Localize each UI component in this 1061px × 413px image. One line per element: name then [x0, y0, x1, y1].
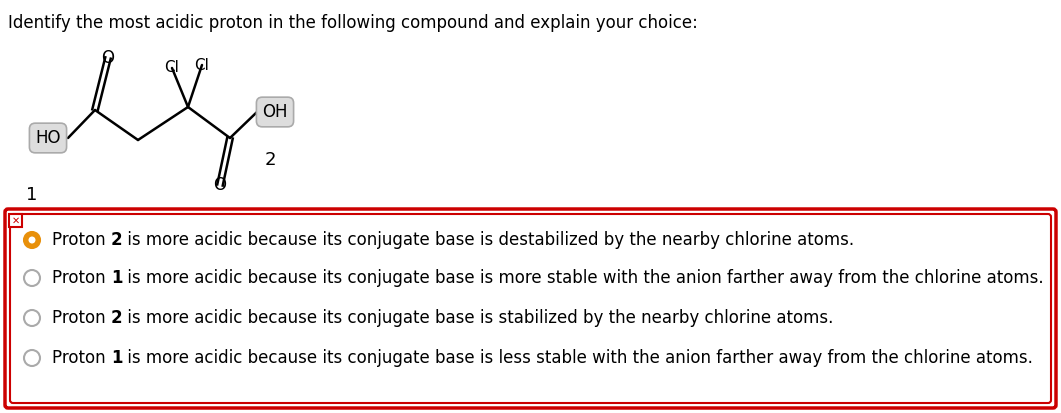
FancyBboxPatch shape: [8, 214, 22, 227]
Circle shape: [24, 350, 40, 366]
Text: Proton: Proton: [52, 269, 111, 287]
Text: Cl: Cl: [164, 60, 179, 76]
Text: ✕: ✕: [12, 216, 19, 225]
Text: 1: 1: [27, 186, 38, 204]
Text: Proton: Proton: [52, 349, 111, 367]
Text: OH: OH: [262, 103, 288, 121]
Text: Cl: Cl: [194, 57, 209, 73]
Text: 2: 2: [111, 231, 122, 249]
Text: is more acidic because its conjugate base is stabilized by the nearby chlorine a: is more acidic because its conjugate bas…: [122, 309, 834, 327]
FancyBboxPatch shape: [5, 209, 1056, 408]
Text: HO: HO: [35, 129, 60, 147]
Text: 1: 1: [111, 349, 122, 367]
Text: Proton: Proton: [52, 231, 111, 249]
Text: is more acidic because its conjugate base is more stable with the anion farther : is more acidic because its conjugate bas…: [122, 269, 1044, 287]
Text: 1: 1: [111, 269, 122, 287]
Text: O: O: [102, 49, 115, 67]
Text: Identify the most acidic proton in the following compound and explain your choic: Identify the most acidic proton in the f…: [8, 14, 698, 32]
Text: is more acidic because its conjugate base is less stable with the anion farther : is more acidic because its conjugate bas…: [122, 349, 1033, 367]
Circle shape: [24, 270, 40, 286]
Text: is more acidic because its conjugate base is destabilized by the nearby chlorine: is more acidic because its conjugate bas…: [122, 231, 854, 249]
Text: 2: 2: [111, 309, 122, 327]
Text: O: O: [213, 176, 226, 194]
Circle shape: [24, 232, 40, 248]
Text: Proton: Proton: [52, 309, 111, 327]
Circle shape: [29, 237, 35, 244]
Circle shape: [24, 310, 40, 326]
Text: 2: 2: [264, 151, 276, 169]
